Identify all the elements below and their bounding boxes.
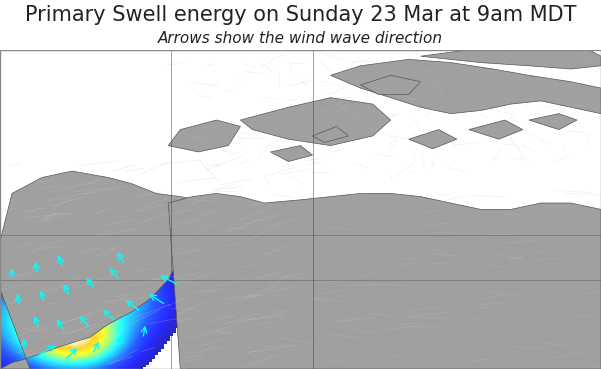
Polygon shape <box>469 120 523 139</box>
Polygon shape <box>0 171 228 369</box>
Polygon shape <box>361 75 421 94</box>
Polygon shape <box>240 98 391 146</box>
Polygon shape <box>168 193 601 369</box>
Polygon shape <box>409 130 457 149</box>
Polygon shape <box>421 50 601 69</box>
Polygon shape <box>331 59 601 114</box>
Polygon shape <box>168 120 240 152</box>
Polygon shape <box>270 146 313 162</box>
Polygon shape <box>313 127 349 142</box>
Text: Arrows show the wind wave direction: Arrows show the wind wave direction <box>158 31 443 46</box>
Text: Primary Swell energy on Sunday 23 Mar at 9am MDT: Primary Swell energy on Sunday 23 Mar at… <box>25 5 576 25</box>
Polygon shape <box>529 114 577 130</box>
